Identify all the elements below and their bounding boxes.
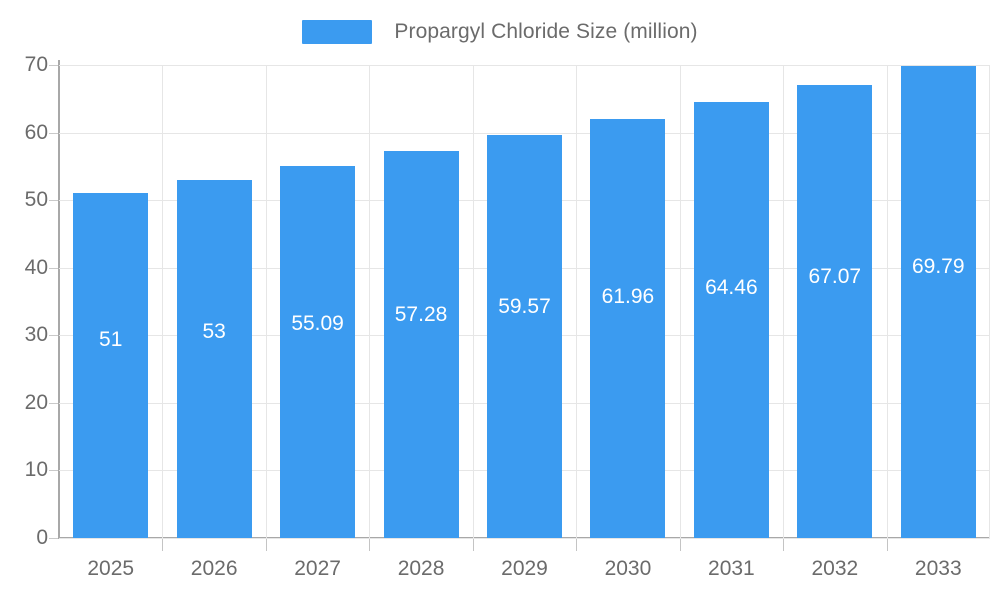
x-gridline: [576, 65, 578, 538]
x-axis-tick-label: 2033: [914, 557, 962, 580]
bar-value-label: 69.79: [911, 254, 965, 278]
x-axis-tick: [576, 539, 578, 551]
bar-value-label: 53: [202, 320, 226, 344]
x-axis-tick-label: 2027: [294, 557, 341, 580]
x-gridline: [886, 65, 888, 538]
x-axis-tick-label: 2029: [501, 557, 548, 580]
x-axis-tick-label: 2026: [190, 557, 238, 580]
x-axis-tick: [472, 539, 474, 551]
y-axis-tick-label: 0: [36, 526, 48, 549]
x-gridline: [369, 65, 371, 538]
bar-value-label: 59.57: [498, 294, 551, 318]
x-axis-tick: [369, 539, 371, 551]
y-gridline: [59, 132, 990, 134]
y-axis-tick-label: 20: [24, 390, 48, 414]
y-axis-tick: [49, 65, 58, 66]
x-axis-tick: [679, 539, 681, 551]
y-axis-tick: [49, 335, 58, 337]
legend-color-swatch: [302, 20, 373, 44]
bar[interactable]: 55.09: [280, 165, 356, 538]
x-axis-tick: [783, 539, 785, 551]
legend-item-propargyl-chloride-size[interactable]: Propargyl Chloride Size (million): [302, 20, 698, 44]
bar-value-label: 57.28: [394, 303, 448, 327]
y-axis-line: [58, 60, 60, 539]
bar[interactable]: 57.28: [383, 150, 459, 538]
bar[interactable]: 53: [176, 179, 252, 538]
bar-value-label: 67.07: [808, 265, 862, 289]
x-gridline: [989, 65, 990, 538]
y-axis-tick: [49, 402, 58, 404]
bar-value-label: 61.96: [601, 285, 655, 309]
plot-area: 51 53 55.09 57.28 59.57 61.96 64.46 67.07 69.79: [59, 65, 990, 539]
x-gridline: [679, 65, 681, 538]
y-axis-tick-label: 70: [24, 53, 48, 76]
bar[interactable]: 69.79: [900, 66, 976, 538]
y-axis-tick: [49, 200, 58, 202]
bar[interactable]: 59.57: [487, 135, 562, 538]
x-gridline: [162, 65, 164, 538]
y-axis-tick-label: 50: [24, 188, 48, 212]
bar[interactable]: 51: [73, 193, 149, 538]
x-gridline: [783, 65, 785, 538]
bar-value-label: 51: [99, 327, 123, 351]
bar-value-label: 64.46: [705, 275, 758, 299]
y-axis-tick: [49, 538, 58, 539]
bar[interactable]: 64.46: [693, 102, 769, 538]
x-axis-tick-label: 2030: [604, 557, 652, 580]
x-axis-tick: [265, 539, 267, 551]
x-axis-tick-label: 2028: [397, 557, 445, 580]
y-axis-tick-label: 10: [24, 458, 48, 482]
y-axis-labels: 0 10 20 30 40 50 60 70: [0, 0, 48, 600]
y-axis-tick: [49, 132, 58, 134]
x-axis-tick-label: 2031: [708, 557, 755, 580]
y-axis-tick: [49, 470, 58, 472]
x-gridline: [265, 65, 267, 538]
y-axis-tick: [49, 267, 58, 269]
y-axis-tick-label: 30: [24, 323, 48, 347]
y-gridline: [59, 538, 990, 539]
x-axis-tick-label: 2032: [811, 557, 859, 580]
x-axis-tick: [162, 539, 164, 551]
x-gridline: [472, 65, 474, 538]
y-axis-tick-label: 60: [24, 120, 48, 144]
bar[interactable]: 61.96: [590, 119, 666, 538]
x-axis-tick-label: 2025: [87, 557, 135, 580]
legend-item-label: Propargyl Chloride Size (million): [394, 20, 698, 43]
x-axis-tick: [886, 539, 888, 551]
y-gridline: [59, 65, 990, 66]
bar[interactable]: 67.07: [797, 84, 873, 538]
chart-legend: Propargyl Chloride Size (million): [0, 12, 1000, 52]
y-axis-tick-label: 40: [24, 255, 48, 279]
bar-value-label: 55.09: [291, 311, 344, 335]
